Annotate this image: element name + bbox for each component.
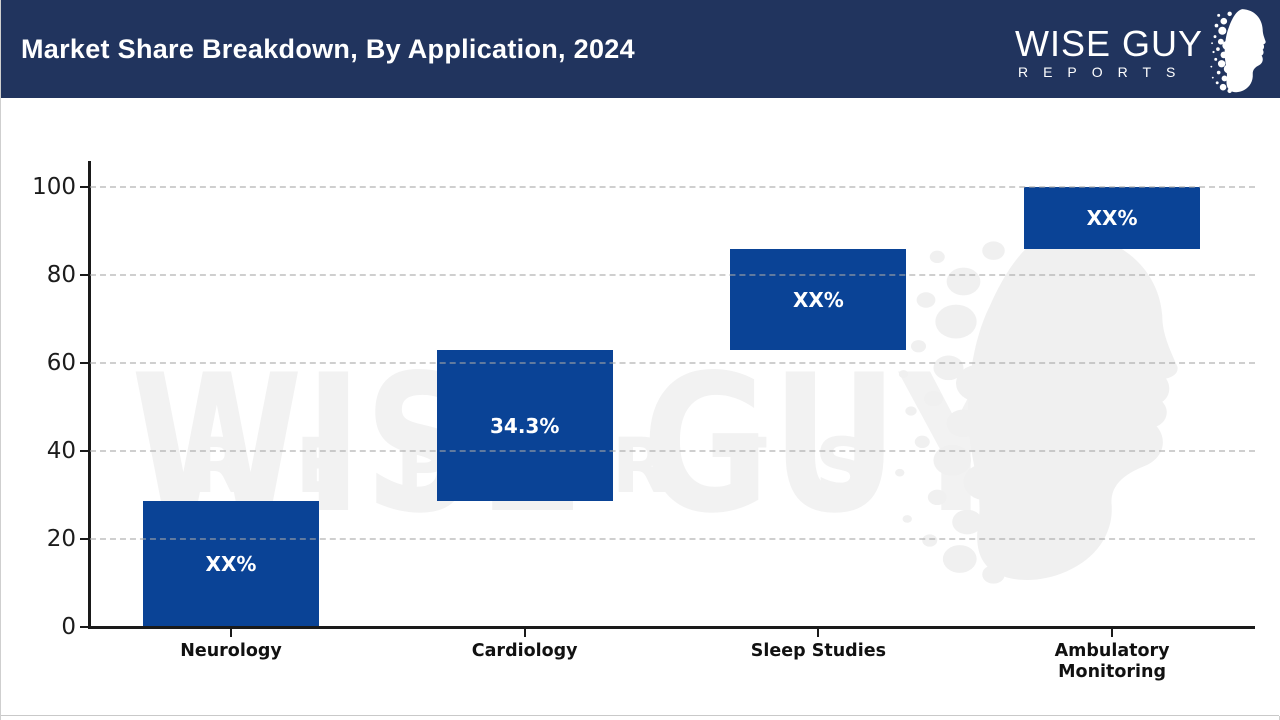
- y-axis-line: [88, 160, 91, 629]
- logo-subtitle: REPORTS: [1017, 63, 1191, 80]
- chart-title: Market Share Breakdown, By Application, …: [21, 33, 635, 64]
- x-tick-0: [230, 628, 232, 637]
- y-tick-0: [80, 626, 88, 628]
- y-tick-100: [80, 186, 88, 188]
- x-category-label: Cardiology: [471, 641, 578, 661]
- y-tick-label-0: 0: [61, 614, 76, 640]
- gridline-y20: [90, 538, 1255, 540]
- bar-ambulatory-monitoring: [1024, 187, 1201, 250]
- y-tick-20: [80, 538, 88, 540]
- gridline-y60: [90, 362, 1255, 364]
- x-axis-line: [88, 626, 1255, 629]
- x-tick-1: [523, 628, 526, 637]
- y-tick-label-100: 100: [32, 174, 76, 200]
- logo-wordmark: WISE GUY: [1014, 22, 1203, 64]
- y-tick-60: [80, 362, 88, 364]
- y-tick-label-80: 80: [46, 262, 76, 288]
- bar-sleep-studies: [730, 249, 907, 351]
- gridline-y40: [90, 450, 1255, 452]
- wise-guy-reports-logo: WISE GUY REPORTS: [1015, 6, 1267, 98]
- logo-head-icon: [1210, 9, 1266, 94]
- bar-value-label: XX%: [205, 552, 257, 577]
- gridline-y80: [90, 274, 1255, 276]
- x-tick-3: [1111, 628, 1114, 637]
- y-tick-label-60: 60: [46, 350, 76, 376]
- header-bar: Market Share Breakdown, By Application, …: [1, 0, 1280, 98]
- bar-value-label: XX%: [1086, 206, 1138, 231]
- logo-text: WISE GUY REPORTS: [1014, 22, 1203, 80]
- x-category-label: Sleep Studies: [750, 641, 886, 661]
- x-category-label: Neurology: [180, 641, 282, 661]
- y-tick-label-20: 20: [46, 526, 76, 552]
- gridline-y100: [90, 186, 1255, 188]
- x-tick-2: [817, 628, 820, 637]
- bar-value-label: 34.3%: [489, 413, 560, 438]
- plot-area: 0 20 40 60 80 100 XX% Neurology 34.3% Cardiology X…: [1, 98, 1280, 716]
- x-category-label: Ambulatory Monitoring: [1054, 641, 1170, 682]
- bar-cardiology: [436, 350, 613, 502]
- bar-neurology: [143, 501, 319, 627]
- y-tick-80: [80, 274, 88, 276]
- chart-canvas: WISE GUY REPORTS 020406080100XX%Neurolog…: [1, 98, 1280, 716]
- y-tick-label-40: 40: [46, 438, 76, 464]
- y-tick-40: [80, 450, 88, 452]
- bar-value-label: XX%: [792, 287, 844, 312]
